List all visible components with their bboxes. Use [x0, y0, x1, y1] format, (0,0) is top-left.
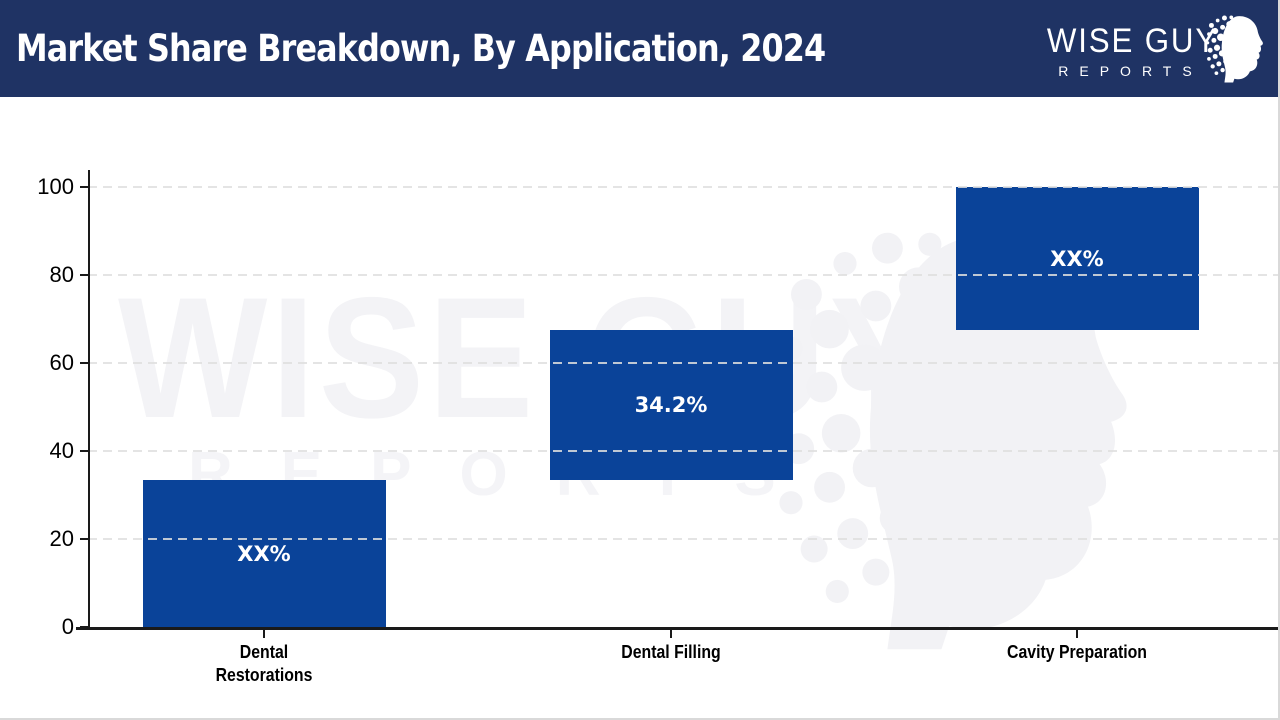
y-tick-40 — [80, 450, 88, 452]
x-tick-1 — [670, 629, 672, 638]
x-category-label-0: Dental Restorations — [215, 642, 313, 685]
y-tick-label-80: 80 — [49, 262, 74, 287]
bar-dental-restorations: XX% — [142, 480, 386, 627]
x-category-label-2: Cavity Preparation — [1007, 642, 1147, 662]
bar-value-label: XX% — [237, 541, 291, 566]
y-tick-20 — [80, 538, 88, 540]
y-tick-0 — [80, 626, 88, 628]
header: Market Share Breakdown, By Application, … — [0, 0, 1278, 97]
brand-logo: WISE GUY REPORTS — [1032, 8, 1266, 90]
gridline-60 — [88, 362, 1278, 364]
gridline-100 — [88, 186, 1278, 188]
x-tick-2 — [1076, 629, 1078, 638]
y-tick-100 — [80, 186, 88, 188]
bar-value-label: 34.2% — [634, 393, 708, 418]
x-tick-0 — [263, 629, 265, 638]
bar-value-label: XX% — [1050, 246, 1104, 271]
y-axis-line — [88, 170, 90, 629]
y-tick-label-100: 100 — [37, 174, 74, 199]
y-tick-label-60: 60 — [49, 350, 74, 375]
x-axis-line — [76, 627, 1278, 630]
gridline-80 — [88, 274, 1278, 276]
bar-dental-filling: 34.2% — [549, 330, 793, 481]
x-category-label-1: Dental Filling — [621, 642, 721, 662]
logo-reports-label: REPORTS — [1058, 63, 1203, 79]
plot-area: WISE GUY REPORTS XX% 34.2% XX% 0 20 40 60 80 100… — [0, 97, 1278, 718]
y-tick-60 — [80, 362, 88, 364]
y-tick-label-40: 40 — [49, 438, 74, 463]
page-title: Market Share Breakdown, By Application, … — [16, 27, 826, 70]
gridline-20 — [88, 538, 1278, 540]
y-tick-80 — [80, 274, 88, 276]
gridline-40 — [88, 450, 1278, 452]
bar-cavity-preparation: XX% — [955, 187, 1199, 330]
y-tick-label-20: 20 — [49, 526, 74, 551]
y-tick-label-0: 0 — [61, 614, 74, 639]
logo-wordmark: WISE GUY — [1046, 22, 1218, 60]
